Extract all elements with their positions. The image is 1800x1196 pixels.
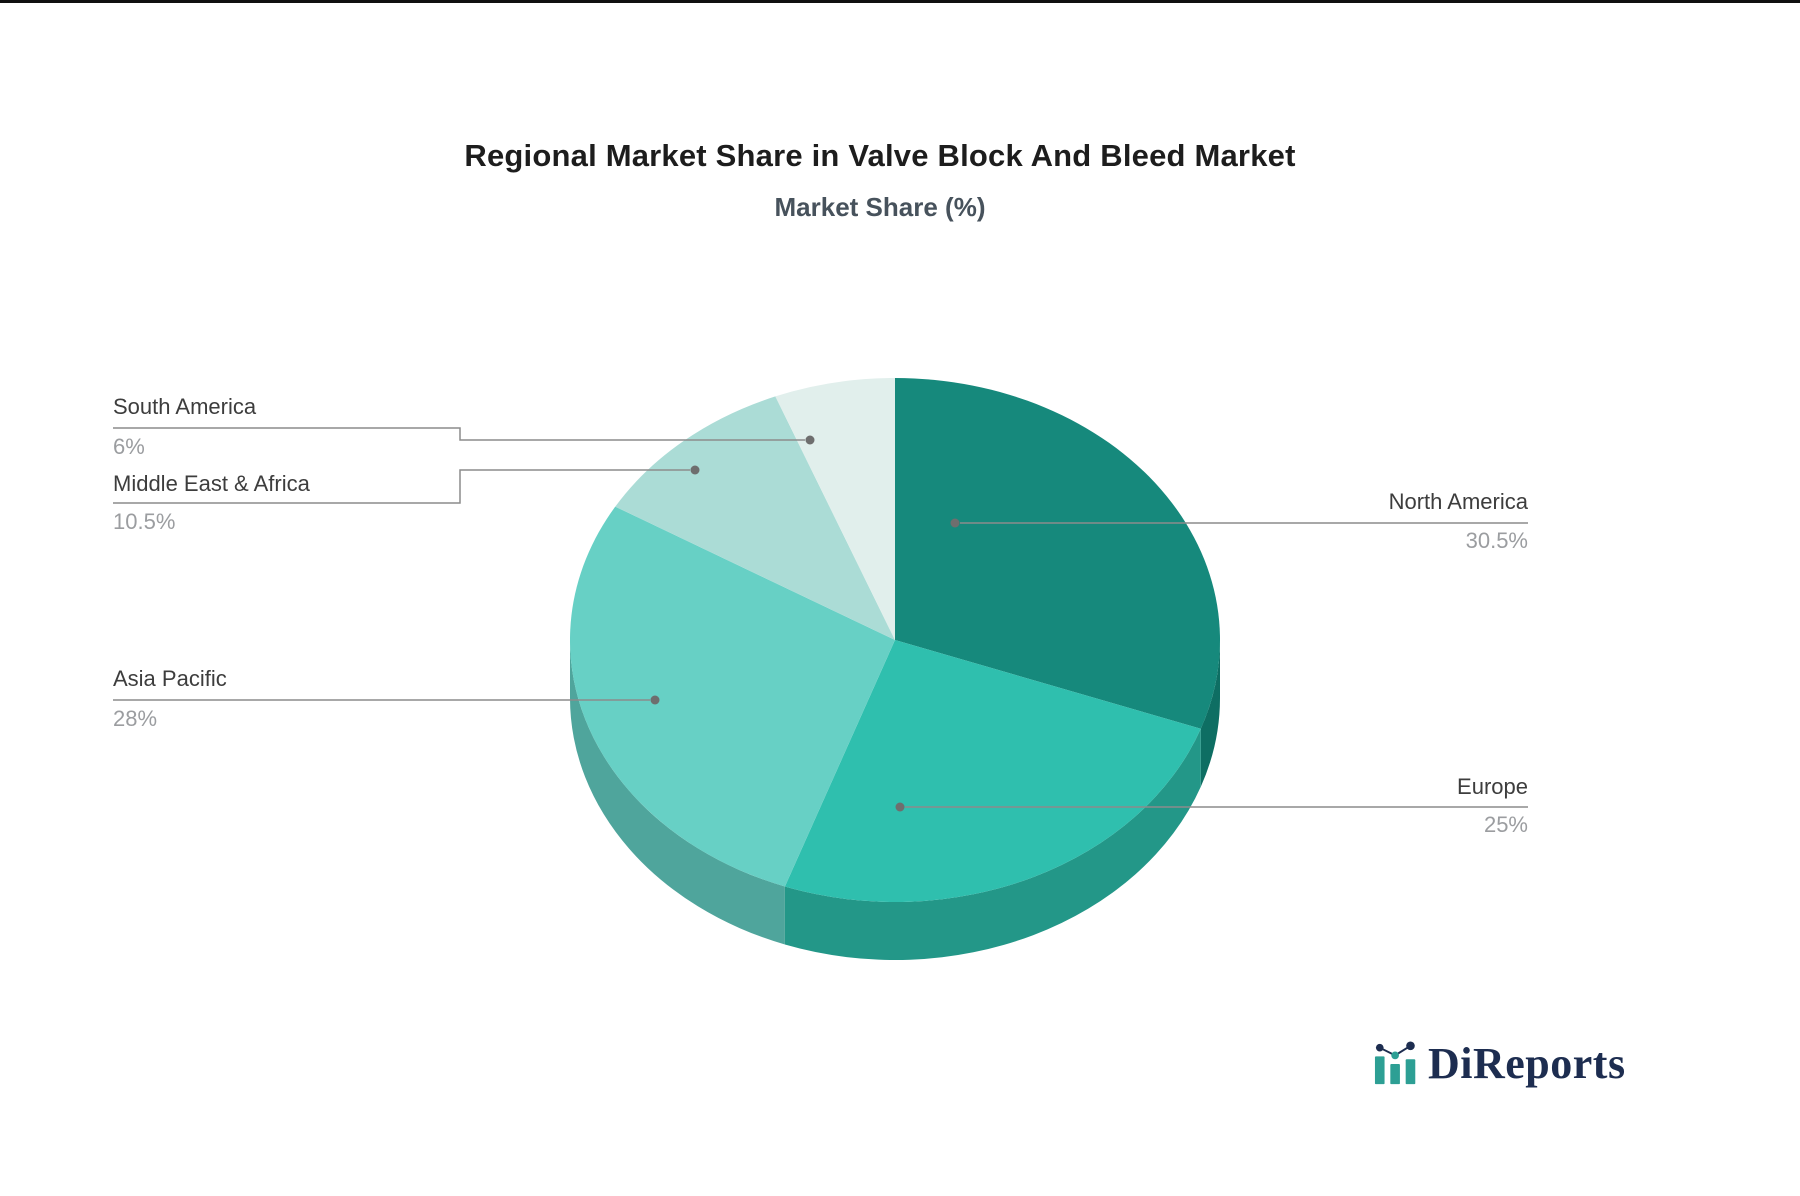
bar-chart-icon xyxy=(1374,1040,1416,1084)
chart-subtitle: Market Share (%) xyxy=(774,192,986,222)
pie-slice-side-asia-pacific xyxy=(570,640,785,945)
pie-slice-europe[interactable]: Europe: 25% xyxy=(784,640,1201,903)
leader-dot-north-america xyxy=(950,518,960,528)
pie-slice-south-america[interactable]: South America: 6% xyxy=(775,378,895,640)
callout-label-middle-east-africa: Middle East & Africa xyxy=(113,471,310,496)
pie-slice-north-america[interactable]: North America: 30.5% xyxy=(895,378,1221,729)
callout-label-asia-pacific: Asia Pacific xyxy=(113,666,227,691)
callout-value-asia-pacific: 28% xyxy=(113,706,158,731)
callout-value-south-america: 6% xyxy=(113,434,145,459)
pie-slice-side-europe xyxy=(784,728,1201,961)
logo-text: DiReports xyxy=(1428,1039,1626,1088)
pie-slice-side-north-america xyxy=(1200,640,1220,787)
leader-dot-europe xyxy=(895,802,905,812)
direports-logo[interactable]: DiReports xyxy=(1374,1038,1626,1089)
pie-slice-middle-east-africa[interactable]: Middle East & Africa: 10.5% xyxy=(615,396,895,640)
callout-value-europe: 25% xyxy=(1483,812,1528,837)
leader-dot-middle-east-africa xyxy=(690,465,700,475)
callout-label-europe: Europe xyxy=(1457,774,1528,799)
callout-label-south-america: South America xyxy=(113,394,257,419)
pie-slice-asia-pacific[interactable]: Asia Pacific: 28% xyxy=(570,506,895,887)
leader-dot-south-america xyxy=(805,435,815,445)
leader-line-south-america xyxy=(113,427,805,441)
leader-line-middle-east-africa xyxy=(113,469,690,504)
leader-dot-asia-pacific xyxy=(650,695,660,705)
callout-value-middle-east-africa: 10.5% xyxy=(113,509,176,534)
chart-title: Regional Market Share in Valve Block And… xyxy=(464,138,1296,173)
callout-value-north-america: 30.5% xyxy=(1465,528,1528,553)
callout-label-north-america: North America xyxy=(1388,489,1528,514)
top-border xyxy=(0,0,1800,3)
